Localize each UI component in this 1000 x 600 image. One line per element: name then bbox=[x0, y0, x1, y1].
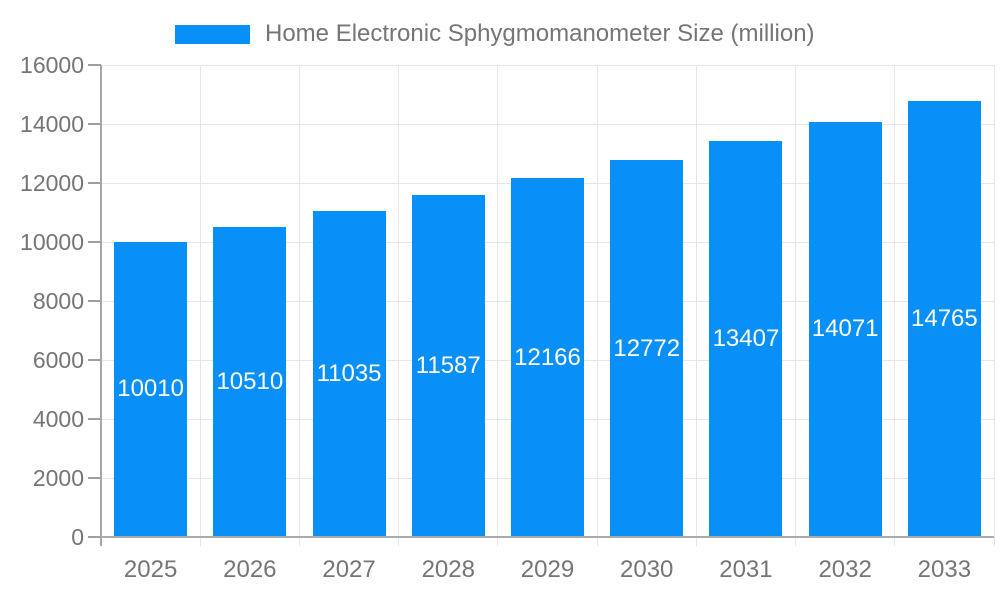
x-axis-tick-label: 2033 bbox=[917, 556, 972, 583]
y-axis-line bbox=[100, 65, 102, 546]
y-axis-tick bbox=[88, 418, 101, 420]
y-axis-tick bbox=[88, 300, 101, 302]
y-axis-tick-label: 10000 bbox=[20, 229, 84, 255]
x-axis-tick-label: 2027 bbox=[322, 556, 376, 583]
grid-line-vertical bbox=[894, 65, 896, 546]
grid-line-horizontal bbox=[101, 123, 994, 125]
y-axis-tick-label: 16000 bbox=[20, 52, 84, 78]
y-axis-tick bbox=[88, 182, 101, 184]
y-axis-tick bbox=[88, 477, 101, 479]
x-axis-tick-label: 2026 bbox=[223, 556, 277, 583]
x-axis-tick-label: 2028 bbox=[421, 556, 475, 583]
y-axis-tick-label: 14000 bbox=[20, 111, 84, 137]
x-axis-tick-label: 2030 bbox=[620, 556, 674, 583]
bar[interactable] bbox=[511, 178, 584, 537]
bar[interactable] bbox=[411, 195, 485, 537]
y-axis-tick-label: 6000 bbox=[32, 347, 84, 373]
x-axis-tick-label: 2032 bbox=[818, 556, 872, 583]
y-axis-tick bbox=[88, 241, 101, 243]
grid-line-vertical bbox=[993, 65, 995, 546]
y-axis-tick bbox=[88, 536, 101, 538]
grid-line-vertical bbox=[596, 65, 598, 546]
legend-label: Home Electronic Sphygmomanometer Size (m… bbox=[265, 20, 815, 47]
legend-swatch bbox=[175, 24, 250, 44]
x-axis-tick-label: 2025 bbox=[123, 556, 178, 583]
bar[interactable] bbox=[312, 211, 386, 537]
y-axis-tick bbox=[88, 64, 101, 66]
grid-line-vertical bbox=[497, 65, 499, 546]
bar[interactable] bbox=[213, 226, 287, 537]
grid-line-vertical bbox=[695, 65, 697, 546]
y-axis-tick-label: 4000 bbox=[32, 406, 84, 432]
x-axis-baseline bbox=[101, 536, 994, 538]
legend-item[interactable]: Home Electronic Sphygmomanometer Size (m… bbox=[175, 20, 815, 47]
x-axis-tick-label: 2031 bbox=[719, 556, 773, 583]
x-axis-tick-label: 2029 bbox=[520, 556, 575, 583]
grid-line-vertical bbox=[795, 65, 797, 546]
y-axis-tick bbox=[88, 359, 101, 361]
grid-line-horizontal bbox=[101, 64, 994, 66]
y-axis-tick-label: 0 bbox=[71, 524, 84, 550]
bar[interactable] bbox=[114, 241, 188, 537]
grid-line-vertical bbox=[398, 65, 400, 546]
y-axis-tick-label: 12000 bbox=[20, 170, 84, 196]
grid-line-vertical bbox=[199, 65, 201, 546]
y-axis-tick bbox=[88, 123, 101, 125]
grid-line-vertical bbox=[298, 65, 300, 546]
bar[interactable] bbox=[709, 141, 783, 537]
y-axis-tick-label: 2000 bbox=[32, 465, 84, 491]
y-axis-tick-label: 8000 bbox=[32, 288, 84, 314]
bar[interactable] bbox=[808, 121, 882, 537]
bar[interactable] bbox=[907, 101, 981, 537]
bar[interactable] bbox=[610, 160, 684, 537]
